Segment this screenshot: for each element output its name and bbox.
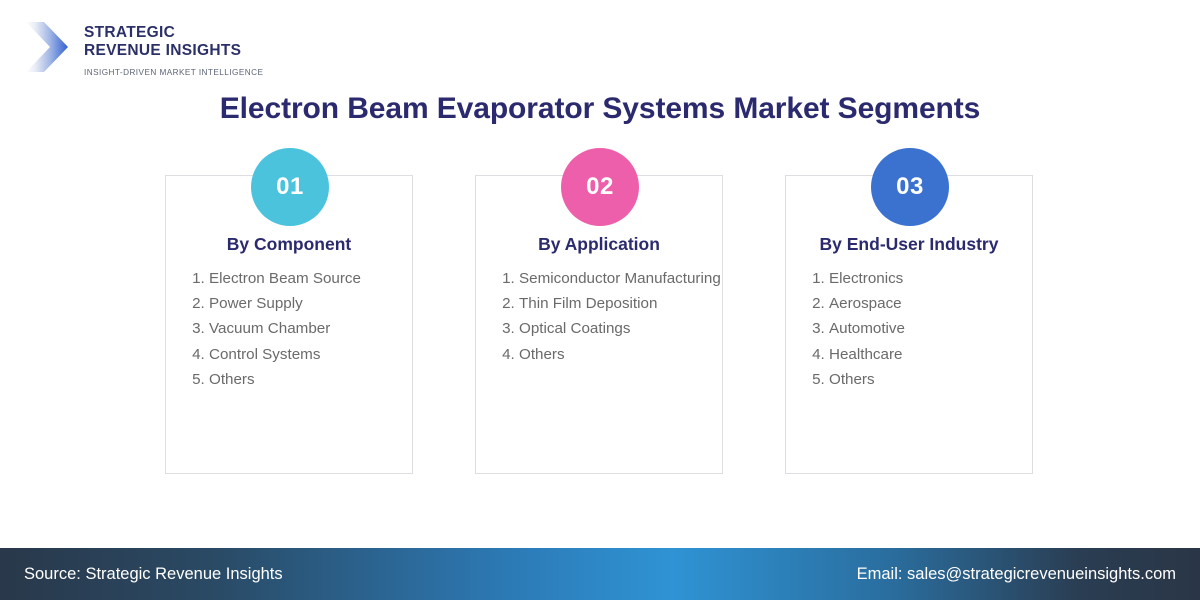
list-item: Others [519, 342, 739, 367]
list-item: Electron Beam Source [209, 266, 429, 291]
brand-logo: STRATEGIC REVENUE INSIGHTS INSIGHT-DRIVE… [22, 18, 263, 77]
list-item: Vacuum Chamber [209, 316, 429, 341]
chevron-arrow-icon [22, 18, 74, 76]
card-heading: By Application [538, 234, 660, 254]
list-item: Others [829, 367, 1049, 392]
card-item-list: Semiconductor Manufacturing Thin Film De… [495, 266, 739, 367]
segment-cards: 01 By Component Electron Beam Source Pow… [0, 148, 1200, 488]
brand-name-line2: REVENUE INSIGHTS [84, 42, 242, 60]
footer-bar: Source: Strategic Revenue Insights Email… [0, 548, 1200, 600]
list-item: Semiconductor Manufacturing [519, 266, 739, 291]
footer-email[interactable]: Email: sales@strategicrevenueinsights.co… [856, 564, 1176, 583]
list-item: Aerospace [829, 291, 1049, 316]
list-item: Automotive [829, 316, 1049, 341]
brand-name-line1: STRATEGIC [84, 24, 176, 41]
page-title: Electron Beam Evaporator Systems Market … [219, 92, 981, 125]
list-item: Optical Coatings [519, 316, 739, 341]
card-item-list: Electronics Aerospace Automotive Healthc… [805, 266, 1049, 392]
card-number-badge: 03 [871, 148, 949, 226]
card-item-list: Electron Beam Source Power Supply Vacuum… [185, 266, 429, 392]
brand-tagline: INSIGHT-DRIVEN MARKET INTELLIGENCE [84, 67, 264, 77]
list-item: Others [209, 367, 429, 392]
card-number-badge: 02 [561, 148, 639, 226]
footer-source: Source: Strategic Revenue Insights [24, 564, 283, 583]
card-heading: By End-User Industry [819, 234, 999, 254]
card-heading: By Component [226, 234, 352, 254]
list-item: Healthcare [829, 342, 1049, 367]
brand-wordmark: STRATEGIC REVENUE INSIGHTS INSIGHT-DRIVE… [84, 18, 263, 77]
list-item: Electronics [829, 266, 1049, 291]
list-item: Control Systems [209, 342, 429, 367]
list-item: Thin Film Deposition [519, 291, 739, 316]
card-number-badge: 01 [251, 148, 329, 226]
list-item: Power Supply [209, 291, 429, 316]
